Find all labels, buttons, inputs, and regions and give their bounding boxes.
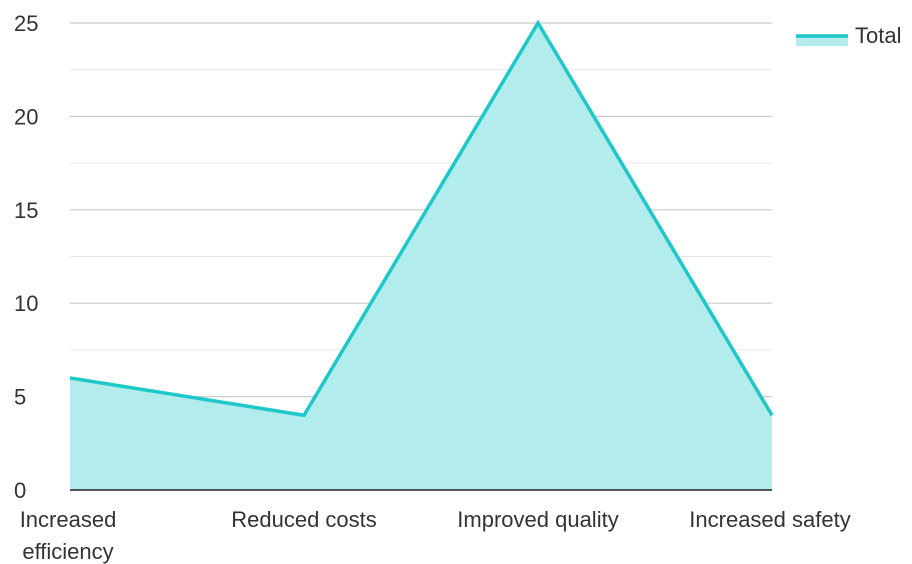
y-tick-label: 25 (14, 11, 38, 36)
legend-label-total: Total (855, 23, 901, 48)
y-tick-label: 10 (14, 291, 38, 316)
series-fill-total (70, 23, 772, 490)
y-axis-tick-labels: 0 5 10 15 20 25 (14, 11, 38, 503)
y-tick-label: 15 (14, 198, 38, 223)
x-tick-label: Reduced costs (231, 507, 377, 532)
y-tick-label: 0 (14, 478, 26, 503)
series-line-total (69, 19, 774, 418)
legend-swatch-total (796, 36, 848, 46)
x-tick-label: Increased safety (689, 507, 850, 532)
y-tick-label: 20 (14, 104, 38, 129)
x-axis-tick-labels: Increased efficiency Reduced costs Improved… (20, 507, 851, 564)
series-area (69, 19, 774, 490)
x-tick-label: Improved quality (457, 507, 618, 532)
legend: Total (796, 23, 901, 48)
y-tick-label: 5 (14, 385, 26, 410)
x-tick-label: Increased efficiency (20, 507, 117, 564)
